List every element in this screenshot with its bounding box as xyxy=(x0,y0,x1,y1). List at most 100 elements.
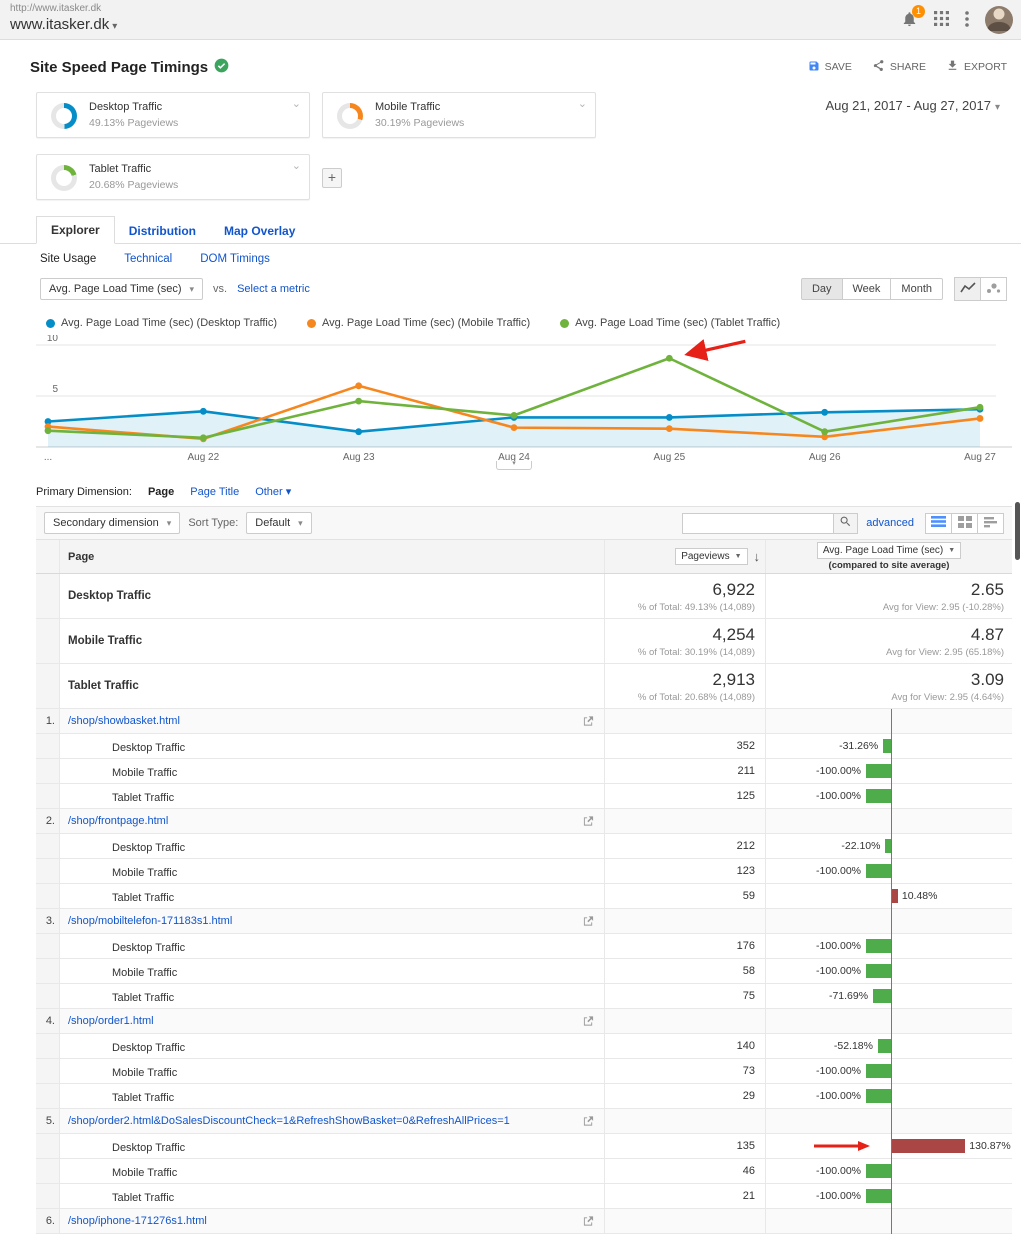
pivot-view-button[interactable] xyxy=(951,512,978,534)
table-search-input[interactable] xyxy=(682,512,835,534)
chevron-down-icon[interactable]: ⌄ xyxy=(291,98,301,110)
segment-name-cell: Mobile Traffic xyxy=(60,759,604,783)
svg-text:5: 5 xyxy=(52,384,58,395)
segment-name-cell: Desktop Traffic xyxy=(60,574,604,618)
segment-card-mobile[interactable]: Mobile Traffic 30.19% Pageviews ⌄ xyxy=(322,92,596,138)
pageviews-cell: 58 xyxy=(604,959,765,983)
sort-direction-icon[interactable]: ↓ xyxy=(753,549,761,564)
segment-card-desktop[interactable]: Desktop Traffic 49.13% Pageviews ⌄ xyxy=(36,92,310,138)
legend-item-tablet: Avg. Page Load Time (sec) (Tablet Traffi… xyxy=(560,317,780,329)
page-url-link[interactable]: /shop/showbasket.html xyxy=(68,715,180,727)
pageviews-cell: 140 xyxy=(604,1034,765,1058)
notification-badge: 1 xyxy=(912,4,925,18)
segment-name-cell: Tablet Traffic xyxy=(60,884,604,908)
open-page-icon[interactable] xyxy=(583,1016,594,1027)
granularity-week[interactable]: Week xyxy=(841,278,892,300)
metric-compare-cell: 130.87% xyxy=(765,1134,1012,1159)
comparison-bar xyxy=(866,964,891,978)
metric-selector[interactable]: Avg. Page Load Time (sec) ▾ xyxy=(40,278,204,300)
notifications-button[interactable]: 1 xyxy=(901,4,925,31)
pageviews-cell: 212 xyxy=(604,834,765,858)
page-url-link[interactable]: /shop/iphone-171276s1.html xyxy=(68,1215,207,1227)
comparison-bar xyxy=(866,864,891,878)
pageviews-total: 4,254 xyxy=(712,624,755,644)
table-row-url: 5. /shop/order2.html&DoSalesDiscountCheck… xyxy=(36,1109,1012,1134)
page-url-link[interactable]: /shop/order1.html xyxy=(68,1015,154,1027)
segment-name: Mobile Traffic xyxy=(112,867,178,879)
chevron-down-icon[interactable]: ⌄ xyxy=(291,160,301,172)
metric-compare-cell: 10.48% xyxy=(765,884,1012,909)
pageviews-cell: 2,913 % of Total: 20.68% (14,089) xyxy=(604,664,765,708)
comparison-label: -100.00% xyxy=(816,865,861,877)
open-page-icon[interactable] xyxy=(583,916,594,927)
line-chart-button[interactable] xyxy=(954,277,981,301)
motion-chart-button[interactable] xyxy=(980,277,1007,301)
chart-collapse-handle[interactable]: ▾ xyxy=(496,460,532,470)
legend-item-desktop: Avg. Page Load Time (sec) (Desktop Traff… xyxy=(46,317,277,329)
segment-name-cell: Desktop Traffic xyxy=(60,934,604,958)
scrollbar-thumb[interactable] xyxy=(1015,502,1020,560)
pivot-icon xyxy=(957,515,972,531)
save-button[interactable]: SAVE xyxy=(808,59,852,75)
more-menu-button[interactable] xyxy=(965,10,969,30)
granularity-day[interactable]: Day xyxy=(800,278,843,300)
page-url-link[interactable]: /shop/mobiltelefon-171183s1.html xyxy=(68,915,233,927)
page-cell: /shop/showbasket.html xyxy=(60,709,604,733)
chevron-down-icon[interactable]: ⌄ xyxy=(577,98,587,110)
segment-card-tablet[interactable]: Tablet Traffic 20.68% Pageviews ⌄ xyxy=(36,154,310,200)
open-page-icon[interactable] xyxy=(583,716,594,727)
tab-distribution[interactable]: Distribution xyxy=(115,218,210,244)
advanced-search-link[interactable]: advanced xyxy=(866,517,914,529)
dimension-page[interactable]: Page xyxy=(147,485,175,498)
subtab-technical[interactable]: Technical xyxy=(124,253,173,265)
pageviews-cell: 211 xyxy=(604,759,765,783)
add-segment-button[interactable]: + xyxy=(322,168,342,188)
open-page-icon[interactable] xyxy=(583,1116,594,1127)
metric-column-selector[interactable]: Avg. Page Load Time (sec) ▼ xyxy=(816,542,962,559)
tab-explorer[interactable]: Explorer xyxy=(36,216,115,244)
secondary-dimension-button[interactable]: Secondary dimension ▾ xyxy=(44,512,181,534)
pageviews-column-selector[interactable]: Pageviews ▼ xyxy=(675,548,748,565)
subtab-site-usage[interactable]: Site Usage xyxy=(40,253,97,265)
dimension-other[interactable]: Other ▾ xyxy=(255,485,291,498)
row-index-cell xyxy=(36,884,60,908)
tab-map-overlay[interactable]: Map Overlay xyxy=(210,218,309,244)
data-view-button[interactable] xyxy=(925,512,952,534)
segment-name: Mobile Traffic xyxy=(112,767,178,779)
date-range-selector[interactable]: Aug 21, 2017 - Aug 27, 2017 ▾ xyxy=(825,98,1000,113)
pageviews-cell: 21 xyxy=(604,1184,765,1208)
subtab-dom-timings[interactable]: DOM Timings xyxy=(200,253,270,265)
select-metric-link[interactable]: Select a metric xyxy=(237,283,310,295)
pageviews-cell: 46 xyxy=(604,1159,765,1183)
apps-grid-button[interactable] xyxy=(934,11,949,29)
metric-header-note: (compared to site average) xyxy=(828,560,950,571)
share-button[interactable]: SHARE xyxy=(872,59,926,75)
comparison-bar xyxy=(873,989,891,1003)
table-row-segment: Mobile Traffic 123 -100.00% xyxy=(36,859,1012,884)
tab-label: Map Overlay xyxy=(224,224,296,238)
segment-name: Tablet Traffic xyxy=(112,1092,175,1104)
table-row-url: 6. /shop/iphone-171276s1.html xyxy=(36,1209,1012,1234)
performance-view-button[interactable] xyxy=(977,512,1004,534)
page-url-link[interactable]: /shop/frontpage.html xyxy=(68,815,169,827)
timeseries-chart[interactable]: 5 10... Aug 22 Aug 23 Aug 24 Aug 25 Aug 26 Aug … xyxy=(36,333,1012,465)
avatar[interactable] xyxy=(985,6,1013,34)
table-row-url: 1. /shop/showbasket.html xyxy=(36,709,1012,734)
search-button[interactable] xyxy=(833,512,859,534)
table-body: 1. /shop/showbasket.html Desktop Traffic 35… xyxy=(36,709,1012,1234)
open-page-icon[interactable] xyxy=(583,816,594,827)
property-selector[interactable]: www.itasker.dk ▾ xyxy=(10,16,117,33)
data-table: Page Pageviews ▼ ↓ Avg. Page Load Time (… xyxy=(36,540,1012,1234)
chevron-down-icon: ▾ xyxy=(112,21,118,32)
table-header-row: Page Pageviews ▼ ↓ Avg. Page Load Time (… xyxy=(36,540,1012,574)
page-url-link[interactable]: /shop/order2.html&DoSalesDiscountCheck=1… xyxy=(68,1115,510,1127)
comparison-label: 130.87% xyxy=(969,1140,1011,1152)
segment-name-cell: Tablet Traffic xyxy=(60,984,604,1008)
granularity-month[interactable]: Month xyxy=(890,278,943,300)
sort-type-button[interactable]: Default ▾ xyxy=(246,512,312,534)
open-page-icon[interactable] xyxy=(583,1216,594,1227)
export-button[interactable]: EXPORT xyxy=(946,59,1007,75)
pageviews-value: 123 xyxy=(736,865,755,877)
dimension-page-title[interactable]: Page Title xyxy=(190,485,240,498)
dimension-other-label: Other xyxy=(255,486,283,498)
